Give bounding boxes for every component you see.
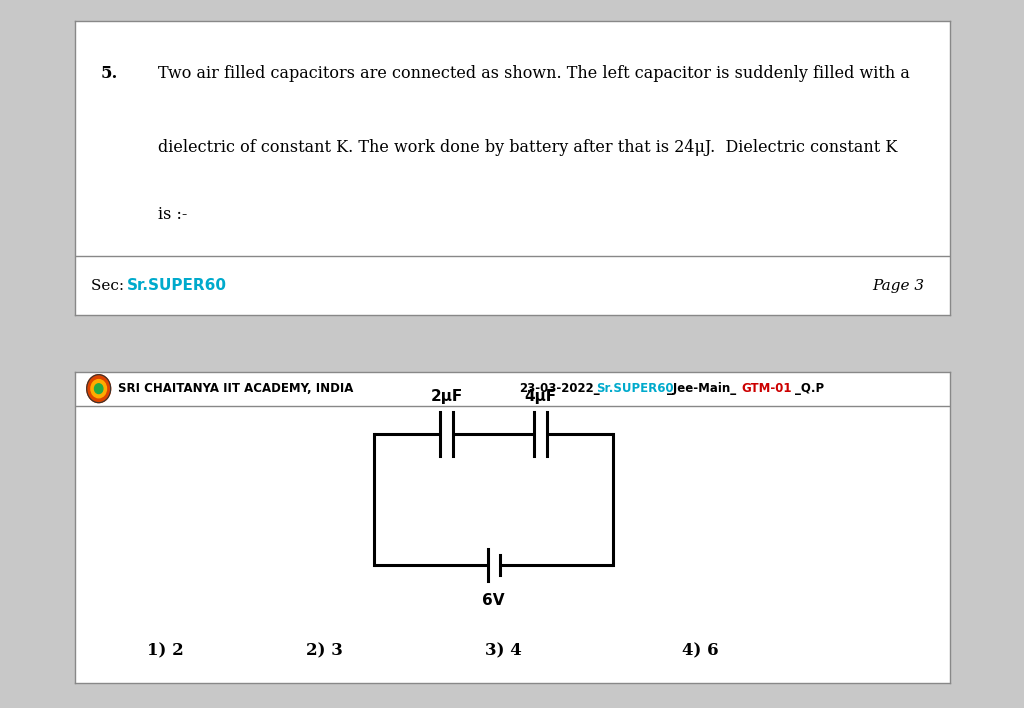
Text: 2) 3: 2) 3 bbox=[305, 643, 342, 660]
Text: Sr.SUPER60: Sr.SUPER60 bbox=[127, 278, 227, 293]
Text: SRI CHAITANYA IIT ACADEMY, INDIA: SRI CHAITANYA IIT ACADEMY, INDIA bbox=[118, 382, 353, 395]
Circle shape bbox=[94, 384, 102, 394]
Text: 4μF: 4μF bbox=[524, 389, 557, 404]
Text: 1) 2: 1) 2 bbox=[147, 643, 184, 660]
Text: 6V: 6V bbox=[482, 593, 505, 608]
Text: 5.: 5. bbox=[101, 65, 119, 82]
Text: is :-: is :- bbox=[158, 206, 187, 223]
Text: _Q.P: _Q.P bbox=[795, 382, 823, 395]
Text: Two air filled capacitors are connected as shown. The left capacitor is suddenly: Two air filled capacitors are connected … bbox=[158, 65, 909, 82]
Text: dielectric of constant K. The work done by battery after that is 24μJ.  Dielectr: dielectric of constant K. The work done … bbox=[158, 139, 897, 156]
Circle shape bbox=[87, 375, 111, 403]
Text: 4) 6: 4) 6 bbox=[682, 643, 719, 660]
Text: 2μF: 2μF bbox=[430, 389, 463, 404]
Text: 3) 4: 3) 4 bbox=[485, 643, 522, 660]
Text: 23-03-2022_: 23-03-2022_ bbox=[519, 382, 600, 395]
Circle shape bbox=[91, 379, 106, 398]
Text: Page 3: Page 3 bbox=[871, 279, 924, 292]
Text: _Jee-Main_: _Jee-Main_ bbox=[668, 382, 736, 395]
Text: Sec:: Sec: bbox=[90, 279, 128, 292]
Text: GTM-01: GTM-01 bbox=[741, 382, 793, 395]
Text: Sr.SUPER60: Sr.SUPER60 bbox=[596, 382, 674, 395]
